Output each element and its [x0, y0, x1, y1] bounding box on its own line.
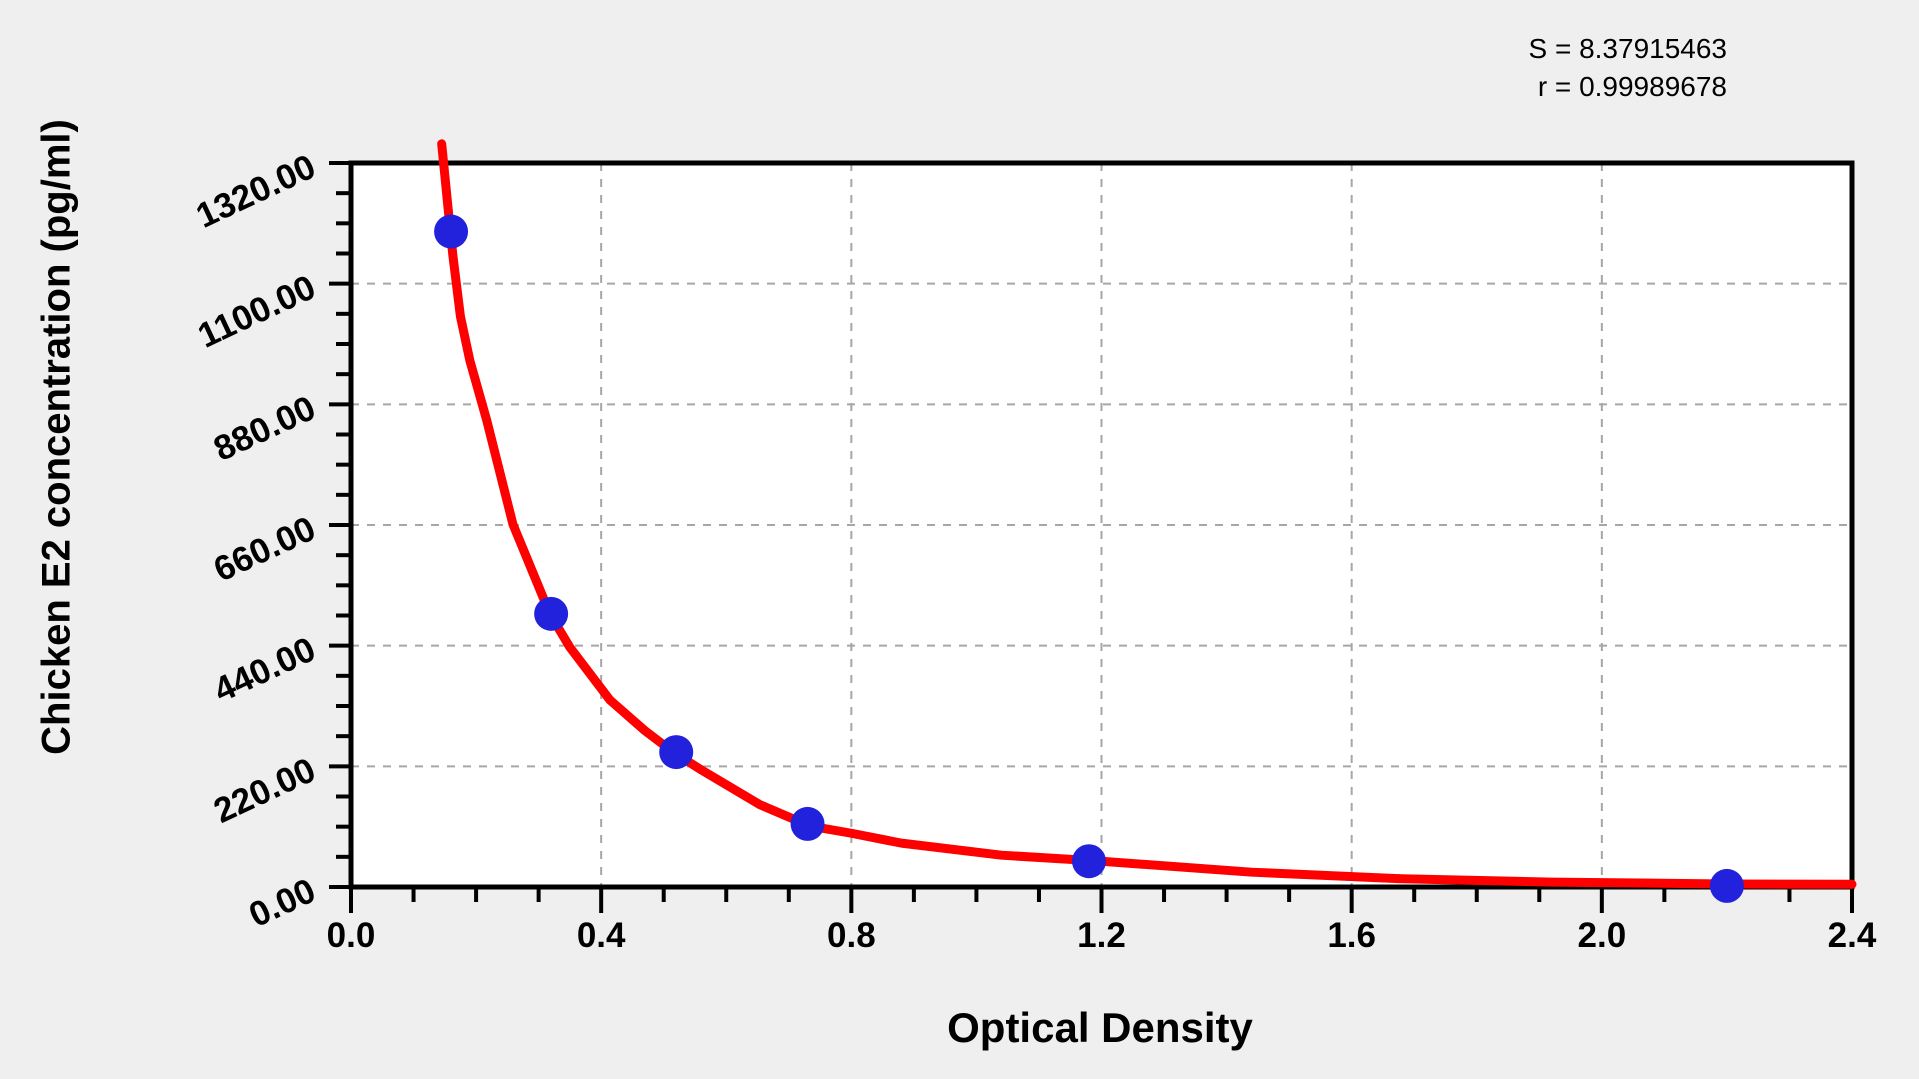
regression-stats: S = 8.37915463 r = 0.99989678 — [1528, 30, 1727, 106]
data-point — [434, 214, 469, 249]
y-tick-label: 880.00 — [208, 388, 322, 469]
stat-s-value: S = 8.37915463 — [1528, 33, 1727, 64]
data-point — [1709, 868, 1744, 903]
data-point — [659, 735, 694, 770]
data-point — [534, 596, 569, 631]
x-axis-title: Optical Density — [947, 1004, 1253, 1051]
x-tick-label: 2.0 — [1578, 916, 1627, 955]
x-tick-label: 0.8 — [827, 916, 876, 955]
y-tick-label: 1320.00 — [190, 147, 321, 236]
y-tick-label: 0.00 — [243, 871, 321, 935]
y-tick-label: 1100.00 — [192, 268, 321, 356]
x-tick-label: 1.6 — [1327, 916, 1376, 955]
data-point — [790, 806, 825, 841]
y-tick-label: 440.00 — [208, 630, 322, 711]
stat-r-value: r = 0.99989678 — [1537, 71, 1727, 102]
data-point — [1071, 844, 1106, 879]
x-tick-label: 1.2 — [1077, 916, 1126, 955]
x-tick-label: 2.4 — [1828, 916, 1877, 955]
x-tick-label: 0.4 — [577, 916, 626, 955]
y-tick-label: 220.00 — [208, 750, 322, 831]
x-tick-label: 0.0 — [327, 916, 376, 955]
y-tick-label: 660.00 — [208, 509, 322, 590]
